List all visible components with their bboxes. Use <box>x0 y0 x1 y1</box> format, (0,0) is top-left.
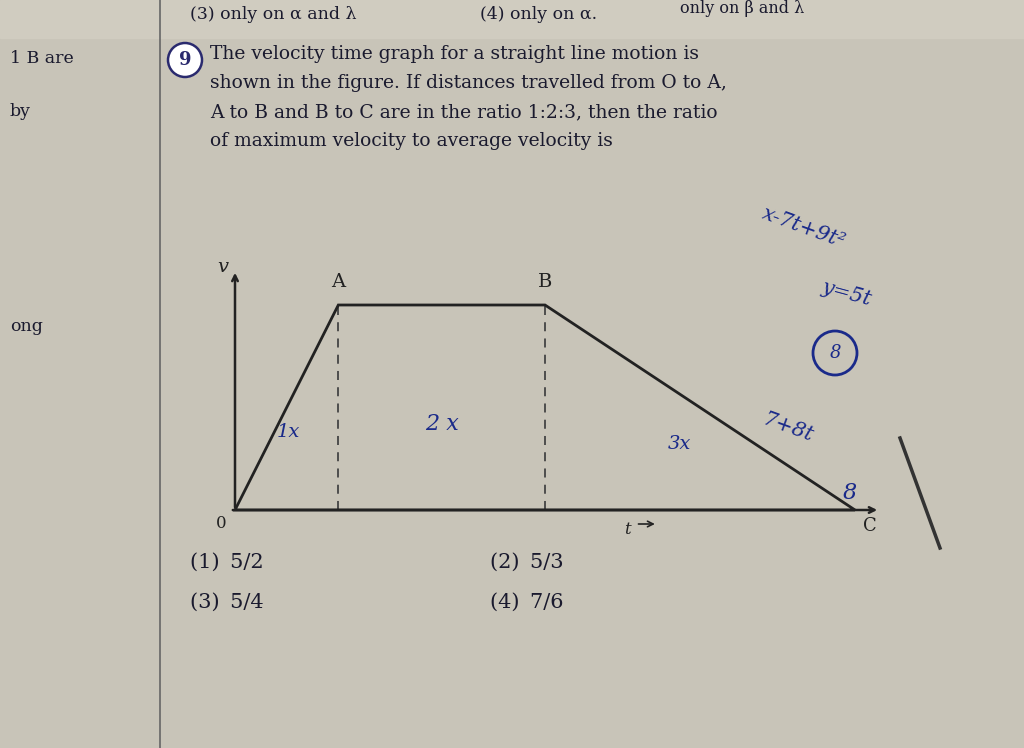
Text: 1 B are: 1 B are <box>10 50 74 67</box>
Text: C: C <box>863 517 877 535</box>
Text: 2 x: 2 x <box>425 413 459 435</box>
Text: 9: 9 <box>179 51 191 69</box>
Text: B: B <box>538 273 552 291</box>
Bar <box>0 0 1024 38</box>
Text: ong: ong <box>10 318 43 335</box>
Text: 8: 8 <box>829 344 841 362</box>
Text: A to B and B to C are in the ratio 1:2:3, then the ratio: A to B and B to C are in the ratio 1:2:3… <box>210 103 718 121</box>
Text: by: by <box>10 103 31 120</box>
Text: of maximum velocity to average velocity is: of maximum velocity to average velocity … <box>210 132 613 150</box>
Text: v: v <box>217 258 228 276</box>
Text: x-7t+9t²: x-7t+9t² <box>760 204 849 252</box>
Text: shown in the figure. If distances travelled from O to A,: shown in the figure. If distances travel… <box>210 74 727 92</box>
Text: 1x: 1x <box>278 423 300 441</box>
Text: 3x: 3x <box>668 435 691 453</box>
Text: (3) only on α and λ: (3) only on α and λ <box>190 6 356 23</box>
Text: (2) 5/3: (2) 5/3 <box>490 553 563 572</box>
Text: 8: 8 <box>843 482 857 504</box>
Text: 7+8t: 7+8t <box>760 410 816 446</box>
Text: 0: 0 <box>216 515 226 533</box>
Text: (3) 5/4: (3) 5/4 <box>190 593 263 612</box>
Text: The velocity time graph for a straight line motion is: The velocity time graph for a straight l… <box>210 45 699 63</box>
Text: (4) only on α.: (4) only on α. <box>480 6 597 23</box>
Text: t: t <box>625 521 631 539</box>
Text: y=5t: y=5t <box>820 278 874 309</box>
Circle shape <box>168 43 202 77</box>
Text: A: A <box>332 273 345 291</box>
Text: (4) 7/6: (4) 7/6 <box>490 593 563 612</box>
Text: (1) 5/2: (1) 5/2 <box>190 553 263 572</box>
Text: only on β and λ: only on β and λ <box>680 0 804 17</box>
